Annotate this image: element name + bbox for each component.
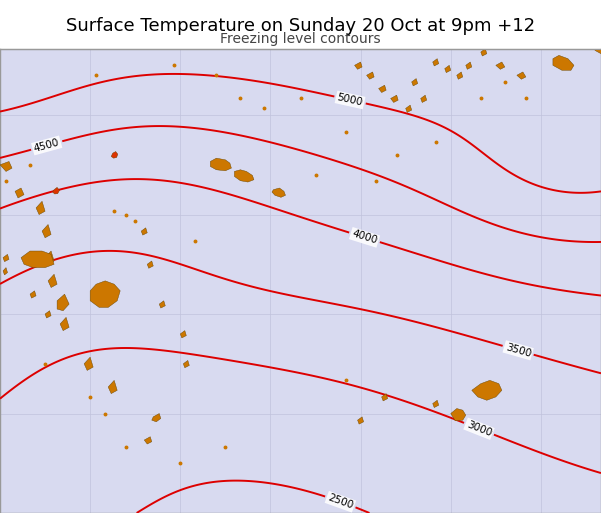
Text: 5000: 5000 — [336, 92, 364, 108]
Polygon shape — [141, 228, 147, 235]
Polygon shape — [541, 0, 562, 12]
Polygon shape — [391, 95, 398, 103]
Polygon shape — [234, 170, 254, 182]
Polygon shape — [210, 158, 231, 171]
Text: 3000: 3000 — [465, 419, 493, 438]
Polygon shape — [159, 301, 165, 308]
Polygon shape — [0, 162, 12, 171]
Polygon shape — [553, 55, 574, 70]
Polygon shape — [451, 408, 466, 421]
Polygon shape — [60, 318, 69, 330]
Text: 2500: 2500 — [326, 492, 355, 511]
Polygon shape — [466, 62, 472, 69]
Polygon shape — [57, 294, 69, 311]
Text: 4500: 4500 — [32, 137, 61, 154]
Text: Freezing level contours: Freezing level contours — [220, 32, 381, 46]
Polygon shape — [457, 72, 463, 79]
Polygon shape — [358, 417, 364, 424]
Polygon shape — [152, 413, 160, 422]
Polygon shape — [421, 95, 427, 103]
Polygon shape — [30, 291, 36, 298]
Polygon shape — [180, 330, 186, 338]
Text: 4000: 4000 — [350, 229, 379, 246]
Polygon shape — [433, 58, 439, 66]
Polygon shape — [382, 393, 388, 401]
Polygon shape — [45, 311, 51, 318]
Text: 3500: 3500 — [504, 342, 532, 359]
Polygon shape — [496, 62, 505, 69]
Polygon shape — [595, 35, 601, 57]
Polygon shape — [90, 281, 120, 307]
Polygon shape — [108, 380, 117, 393]
Polygon shape — [517, 72, 526, 79]
Polygon shape — [3, 254, 9, 262]
Polygon shape — [433, 400, 439, 407]
Text: Surface Temperature on Sunday 20 Oct at 9pm +12: Surface Temperature on Sunday 20 Oct at … — [66, 17, 535, 35]
Polygon shape — [45, 251, 54, 264]
Polygon shape — [183, 361, 189, 368]
Polygon shape — [84, 357, 93, 370]
Polygon shape — [565, 6, 589, 26]
Polygon shape — [3, 268, 7, 275]
Polygon shape — [379, 85, 386, 92]
Polygon shape — [472, 380, 502, 400]
Polygon shape — [445, 65, 451, 73]
Polygon shape — [42, 225, 51, 238]
Polygon shape — [144, 437, 152, 444]
Polygon shape — [406, 105, 412, 112]
Polygon shape — [36, 201, 45, 214]
Polygon shape — [412, 78, 418, 86]
Polygon shape — [15, 188, 24, 198]
Polygon shape — [52, 187, 59, 194]
Polygon shape — [367, 72, 374, 79]
Polygon shape — [481, 49, 487, 56]
Polygon shape — [111, 151, 118, 158]
Polygon shape — [272, 188, 285, 198]
Polygon shape — [355, 62, 362, 69]
Polygon shape — [21, 251, 54, 268]
Polygon shape — [48, 274, 57, 287]
Polygon shape — [147, 261, 153, 268]
